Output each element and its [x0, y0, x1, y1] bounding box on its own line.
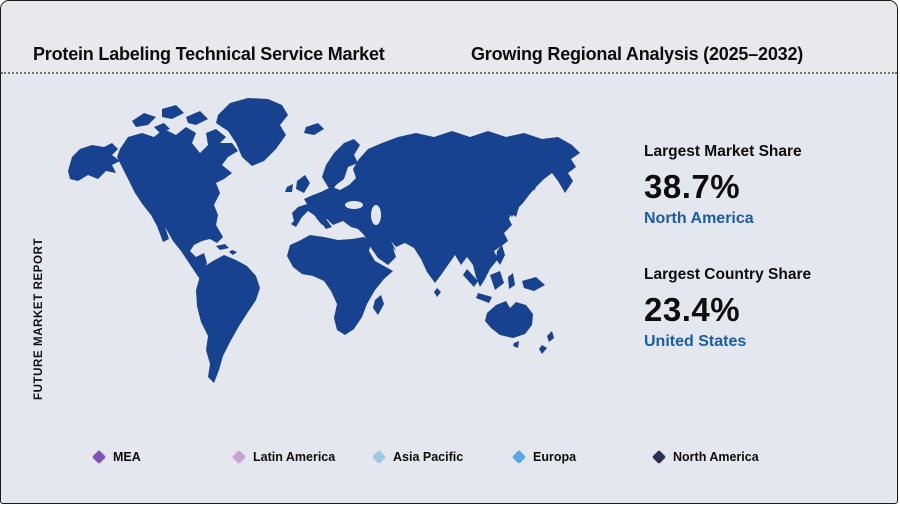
region-japan	[507, 171, 538, 217]
black-sea	[345, 201, 363, 209]
legend: MEA Latin America Asia Pacific Europa No…	[1, 448, 897, 466]
region-alaska	[68, 143, 120, 181]
world-map-svg	[68, 98, 580, 383]
legend-diamond-icon	[231, 449, 247, 465]
legend-item-asia-pacific: Asia Pacific	[371, 448, 464, 466]
stat-largest-country-share: Largest Country Share 23.4% United State…	[644, 266, 894, 351]
stat-value: 23.4%	[644, 291, 741, 328]
region-british-isles	[285, 175, 310, 193]
continent-australia	[485, 301, 533, 348]
stat-largest-market-share: Largest Market Share 38.7% North America	[644, 143, 894, 228]
stat-region: North America	[644, 210, 754, 227]
region-iceland	[304, 123, 324, 135]
region-arctic-islands	[132, 105, 208, 133]
region-scandinavia	[322, 139, 360, 191]
stat-label: Largest Country Share	[644, 266, 812, 283]
region-indonesia	[463, 269, 545, 303]
continent-north-america	[117, 127, 238, 291]
legend-label: MEA	[113, 450, 141, 464]
legend-label: Asia Pacific	[393, 450, 464, 464]
stat-label: Largest Market Share	[644, 143, 802, 160]
region-philippines	[496, 245, 505, 265]
world-map	[66, 93, 601, 403]
legend-item-north-america: North America	[651, 448, 759, 466]
page-title-right: Growing Regional Analysis (2025–2032)	[471, 44, 804, 64]
legend-label: North America	[673, 450, 759, 464]
legend-label: Latin America	[253, 450, 336, 464]
stat-value: 38.7%	[644, 168, 741, 205]
brand-watermark: FUTURE MARKET REPORT	[33, 237, 45, 401]
region-new-zealand	[539, 331, 554, 354]
page-title-left: Protein Labeling Technical Service Marke…	[33, 44, 385, 64]
legend-item-mea: MEA	[91, 448, 141, 466]
region-greenland	[216, 98, 288, 166]
legend-item-europa: Europa	[511, 448, 577, 466]
continent-eurasia	[291, 131, 580, 287]
continent-africa	[287, 235, 393, 335]
caspian-sea	[371, 205, 381, 225]
legend-diamond-icon	[91, 449, 107, 465]
header-band: Protein Labeling Technical Service Marke…	[1, 1, 897, 74]
region-madagascar	[373, 295, 384, 315]
legend-diamond-icon	[651, 449, 667, 465]
legend-diamond-icon	[511, 449, 527, 465]
region-sri-lanka	[434, 288, 441, 297]
stat-region: United States	[644, 333, 747, 350]
legend-item-latin-america: Latin America	[231, 448, 336, 466]
region-caribbean	[216, 244, 237, 255]
legend-diamond-icon	[371, 449, 387, 465]
continent-south-america	[196, 255, 260, 383]
legend-label: Europa	[533, 450, 577, 464]
